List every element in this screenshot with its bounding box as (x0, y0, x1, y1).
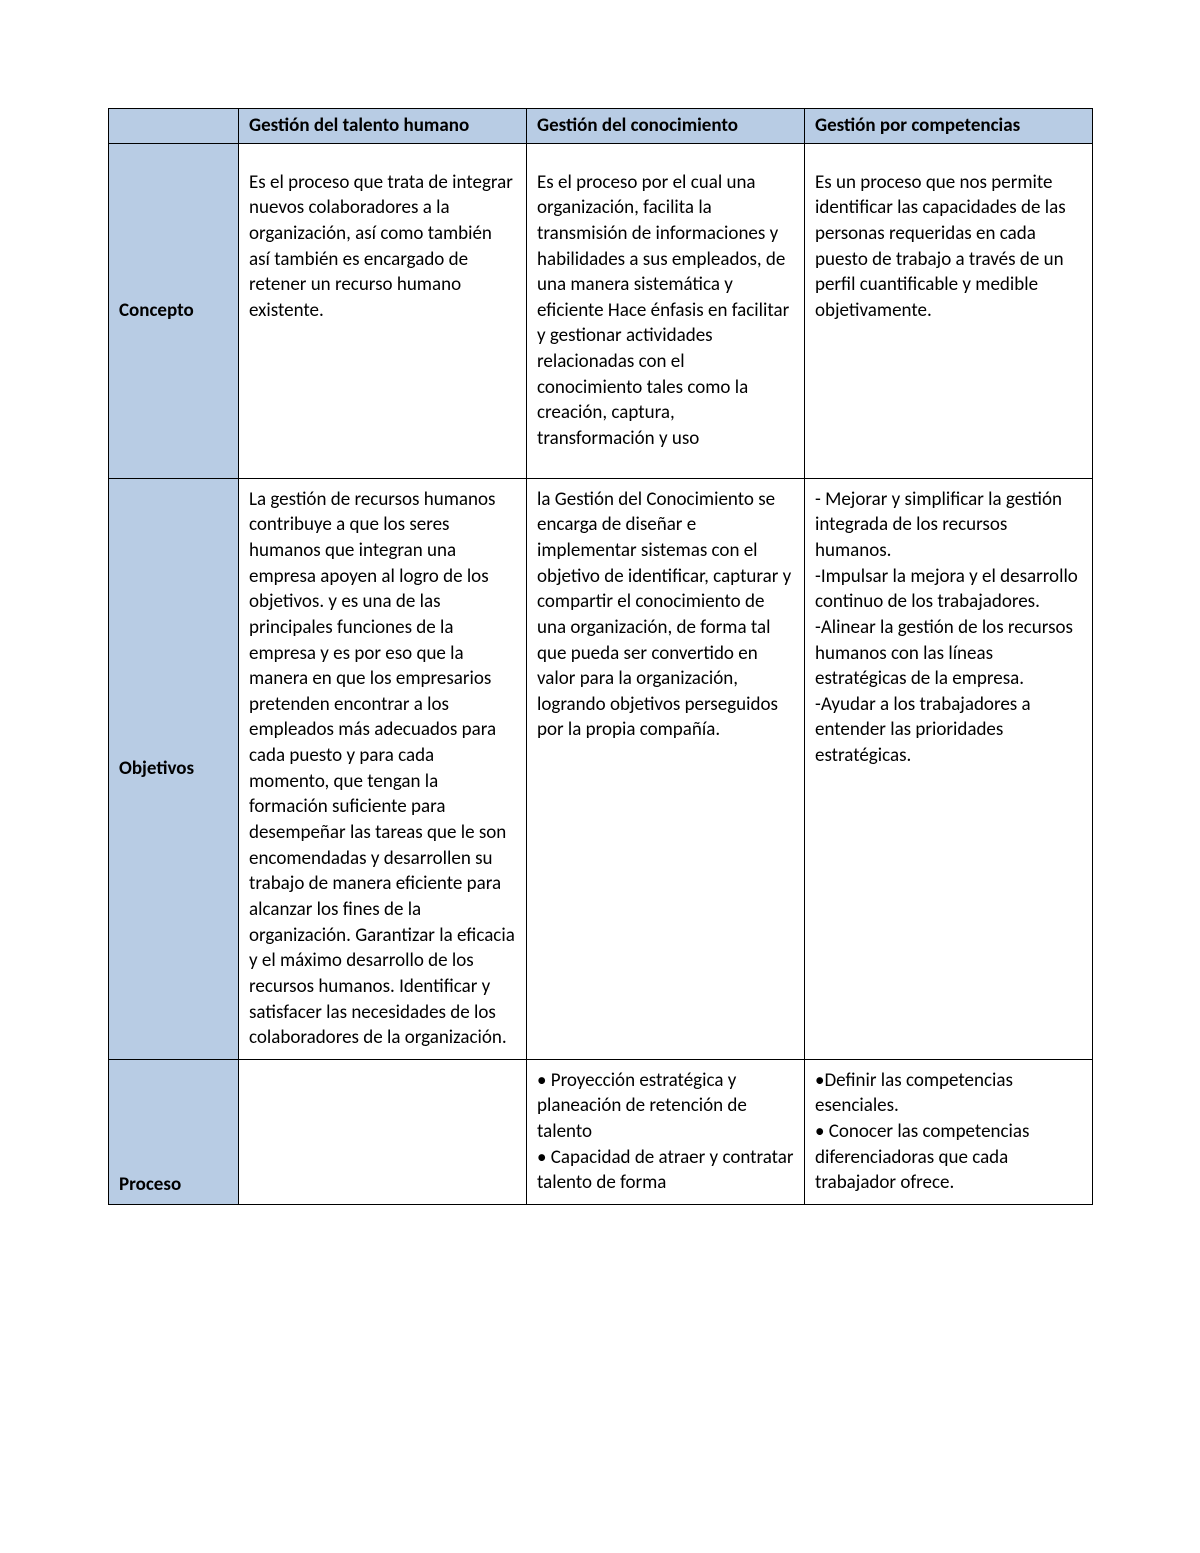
cell-proceso-competencias: •Definir las competencias esenciales. • … (805, 1059, 1093, 1204)
col-header-talento: Gestión del talento humano (239, 109, 527, 144)
col-header-competencias: Gestión por competencias (805, 109, 1093, 144)
row-label-proceso: Proceso (109, 1059, 239, 1204)
table-row-proceso: Proceso • Proyección estratégica y plane… (109, 1059, 1093, 1204)
cell-text: Es un proceso que nos permite identifica… (815, 150, 1082, 344)
cell-concepto-talento: Es el proceso que trata de integrar nuev… (239, 143, 527, 478)
row-label-objetivos: Objetivos (109, 478, 239, 1059)
table-row-concepto: Concepto Es el proceso que trata de inte… (109, 143, 1093, 478)
cell-proceso-conocimiento: • Proyección estratégica y planeación de… (527, 1059, 805, 1204)
cell-objetivos-competencias: - Mejorar y simplificar la gestión integ… (805, 478, 1093, 1059)
cell-objetivos-talento: La gestión de recursos humanos contribuy… (239, 478, 527, 1059)
cell-concepto-conocimiento: Es el proceso por el cual una organizaci… (527, 143, 805, 478)
cell-text: •Definir las competencias esenciales. • … (815, 1066, 1082, 1198)
table-row-objetivos: Objetivos La gestión de recursos humanos… (109, 478, 1093, 1059)
header-corner (109, 109, 239, 144)
cell-proceso-talento (239, 1059, 527, 1204)
cell-text: la Gestión del Conocimiento se encarga d… (537, 485, 794, 745)
cell-concepto-competencias: Es un proceso que nos permite identifica… (805, 143, 1093, 478)
row-label-concepto: Concepto (109, 143, 239, 478)
table-header-row: Gestión del talento humano Gestión del c… (109, 109, 1093, 144)
cell-text: - Mejorar y simplificar la gestión integ… (815, 485, 1082, 771)
management-comparison-table: Gestión del talento humano Gestión del c… (108, 108, 1093, 1205)
col-header-conocimiento: Gestión del conocimiento (527, 109, 805, 144)
cell-text: Es el proceso por el cual una organizaci… (537, 150, 794, 472)
cell-text: • Proyección estratégica y planeación de… (537, 1066, 794, 1198)
cell-objetivos-conocimiento: la Gestión del Conocimiento se encarga d… (527, 478, 805, 1059)
cell-text: Es el proceso que trata de integrar nuev… (249, 150, 516, 344)
cell-text: La gestión de recursos humanos contribuy… (249, 485, 516, 1053)
cell-text (249, 1066, 516, 1070)
